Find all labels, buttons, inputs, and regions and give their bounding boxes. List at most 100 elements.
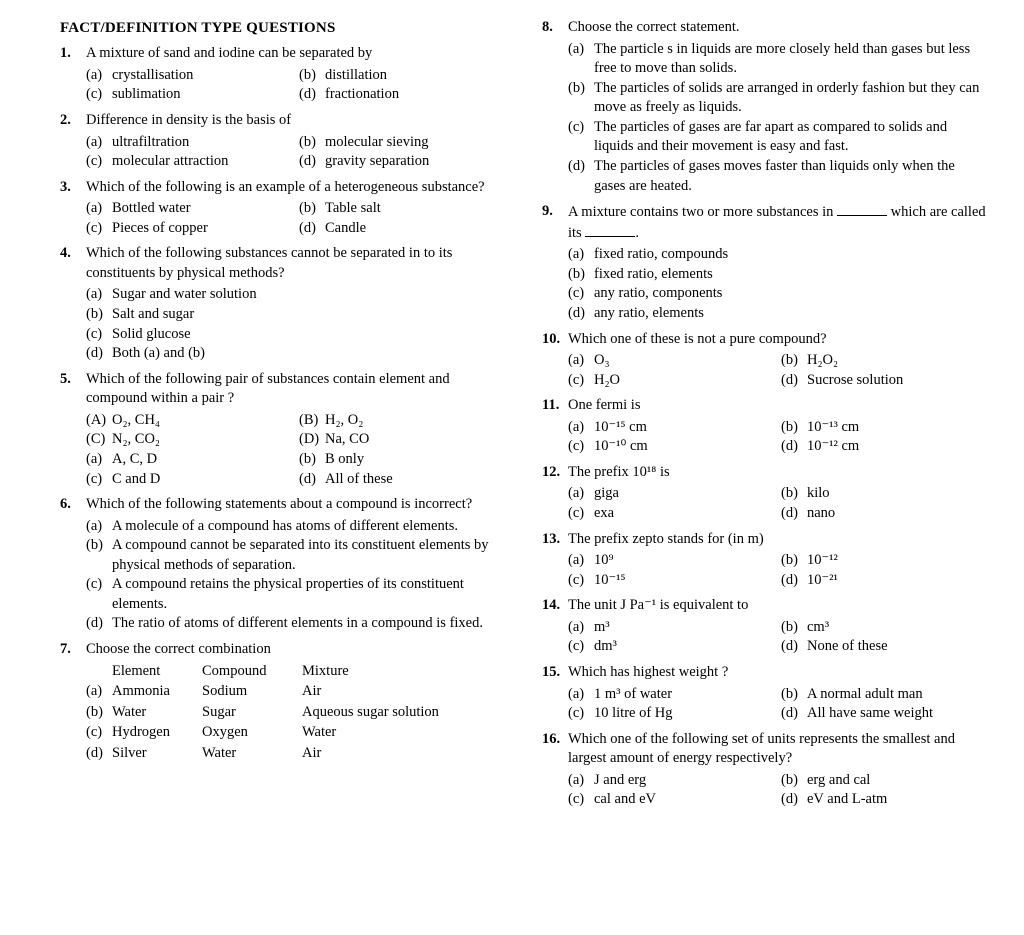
option-d: (d)10⁻¹² cm: [781, 437, 994, 457]
question-stem: The unit J Pa⁻¹ is equivalent to: [568, 596, 994, 616]
options: (a)m³ (b)cm³ (c)dm³ (d)None of these: [568, 618, 994, 657]
question-10: 10. Which one of these is not a pure com…: [542, 330, 994, 391]
option-d: (d)Candle: [299, 219, 512, 239]
combination-table: Element Compound Mixture (a) Ammonia Sod…: [86, 662, 512, 764]
options: (a)J and erg (b)erg and cal (c)cal and e…: [568, 771, 994, 810]
question-body: The prefix 10¹⁸ is (a)giga (b)kilo (c)ex…: [568, 463, 994, 524]
option-d: (d)None of these: [781, 637, 994, 657]
question-stem: Which of the following is an example of …: [86, 178, 512, 198]
options: (a)10⁹ (b)10⁻¹² (c)10⁻¹⁵ (d)10⁻²¹: [568, 551, 994, 590]
options: (a)1 m³ of water (b)A normal adult man (…: [568, 685, 994, 724]
question-body: A mixture contains two or more substance…: [568, 202, 994, 323]
question-body: Which of the following substances cannot…: [86, 244, 512, 363]
question-5: 5. Which of the following pair of substa…: [60, 370, 512, 489]
question-body: Which one of these is not a pure compoun…: [568, 330, 994, 391]
option-c: (c)H₂O: [568, 371, 781, 391]
option-d: (d)any ratio, elements: [568, 304, 994, 324]
question-stem: Which one of the following set of units …: [568, 730, 994, 769]
option-a: (a)10⁻¹⁵ cm: [568, 418, 781, 438]
question-3: 3. Which of the following is an example …: [60, 178, 512, 239]
left-column: FACT/DEFINITION TYPE QUESTIONS 1. A mixt…: [60, 18, 512, 816]
option-b: (b)10⁻¹²: [781, 551, 994, 571]
option-a: (a)crystallisation: [86, 66, 299, 86]
option-a: (a)ultrafiltration: [86, 133, 299, 153]
option-d: (d)eV and L-atm: [781, 790, 994, 810]
options: (a)A molecule of a compound has atoms of…: [86, 517, 512, 634]
option-B: (B)H₂, O₂: [299, 411, 512, 431]
option-b: (b)B only: [299, 450, 512, 470]
question-13: 13. The prefix zepto stands for (in m) (…: [542, 530, 994, 591]
option-a: (a)A molecule of a compound has atoms of…: [86, 517, 512, 537]
question-body: Choose the correct combination Element C…: [86, 640, 512, 764]
question-stem: Which of the following statements about …: [86, 495, 512, 515]
col-compound: Compound: [202, 662, 302, 682]
option-b: (b)A compound cannot be separated into i…: [86, 536, 512, 575]
options: (a)A, C, D (b)B only (c)C and D (d)All o…: [86, 450, 512, 489]
option-d: (d)10⁻²¹: [781, 571, 994, 591]
question-number: 2.: [60, 111, 86, 131]
option-a: (a)The particle s in liquids are more cl…: [568, 40, 994, 79]
option-c: (c)Pieces of copper: [86, 219, 299, 239]
table-row: (c) Hydrogen Oxygen Water: [86, 723, 512, 743]
option-d: (d)All have same weight: [781, 704, 994, 724]
option-b: (b)distillation: [299, 66, 512, 86]
option-d: (d)Both (a) and (b): [86, 344, 512, 364]
option-c: (c)dm³: [568, 637, 781, 657]
question-stem: A mixture contains two or more substance…: [568, 202, 994, 243]
option-a: (a)m³: [568, 618, 781, 638]
option-d: (d)fractionation: [299, 85, 512, 105]
option-A: (A)O₂, CH₄: [86, 411, 299, 431]
question-stem: The prefix 10¹⁸ is: [568, 463, 994, 483]
option-d: (d)gravity separation: [299, 152, 512, 172]
question-number: 16.: [542, 730, 568, 750]
table-row: (a) Ammonia Sodium Air: [86, 682, 512, 702]
question-number: 12.: [542, 463, 568, 483]
option-b: (b)cm³: [781, 618, 994, 638]
question-body: Choose the correct statement. (a)The par…: [568, 18, 994, 196]
question-stem: Choose the correct combination: [86, 640, 512, 660]
question-14: 14. The unit J Pa⁻¹ is equivalent to (a)…: [542, 596, 994, 657]
option-d: (d)Sucrose solution: [781, 371, 994, 391]
question-body: Difference in density is the basis of (a…: [86, 111, 512, 172]
option-b: (b)fixed ratio, elements: [568, 265, 994, 285]
question-number: 14.: [542, 596, 568, 616]
option-c: (c)molecular attraction: [86, 152, 299, 172]
options: (a)giga (b)kilo (c)exa (d)nano: [568, 484, 994, 523]
option-d: (d)The ratio of atoms of different eleme…: [86, 614, 512, 634]
question-7: 7. Choose the correct combination Elemen…: [60, 640, 512, 764]
question-body: The prefix zepto stands for (in m) (a)10…: [568, 530, 994, 591]
section-heading: FACT/DEFINITION TYPE QUESTIONS: [60, 18, 512, 38]
option-c: (c)cal and eV: [568, 790, 781, 810]
question-number: 13.: [542, 530, 568, 550]
question-stem: The prefix zepto stands for (in m): [568, 530, 994, 550]
question-number: 4.: [60, 244, 86, 264]
option-a: (a)fixed ratio, compounds: [568, 245, 994, 265]
question-number: 10.: [542, 330, 568, 350]
question-number: 6.: [60, 495, 86, 515]
options: (a)crystallisation (b)distillation (c)su…: [86, 66, 512, 105]
blank: [585, 223, 635, 237]
option-c: (c)sublimation: [86, 85, 299, 105]
option-d: (d)nano: [781, 504, 994, 524]
option-a: (a)O₃: [568, 351, 781, 371]
question-number: 15.: [542, 663, 568, 683]
row-label: (c): [86, 723, 112, 743]
options: (a)Bottled water (b)Table salt (c)Pieces…: [86, 199, 512, 238]
question-number: 5.: [60, 370, 86, 390]
option-b: (b)The particles of solids are arranged …: [568, 79, 994, 118]
options: (a)fixed ratio, compounds (b)fixed ratio…: [568, 245, 994, 323]
option-b: (b)erg and cal: [781, 771, 994, 791]
option-a: (a)J and erg: [568, 771, 781, 791]
option-a: (a)Bottled water: [86, 199, 299, 219]
option-c: (c)10⁻¹⁰ cm: [568, 437, 781, 457]
option-c: (c)Solid glucose: [86, 325, 512, 345]
question-number: 8.: [542, 18, 568, 38]
row-label: (b): [86, 703, 112, 723]
blank: [837, 202, 887, 216]
question-2: 2. Difference in density is the basis of…: [60, 111, 512, 172]
options: (a)10⁻¹⁵ cm (b)10⁻¹³ cm (c)10⁻¹⁰ cm (d)1…: [568, 418, 994, 457]
question-11: 11. One fermi is (a)10⁻¹⁵ cm (b)10⁻¹³ cm…: [542, 396, 994, 457]
question-body: Which of the following is an example of …: [86, 178, 512, 239]
option-d: (d)All of these: [299, 470, 512, 490]
question-body: One fermi is (a)10⁻¹⁵ cm (b)10⁻¹³ cm (c)…: [568, 396, 994, 457]
